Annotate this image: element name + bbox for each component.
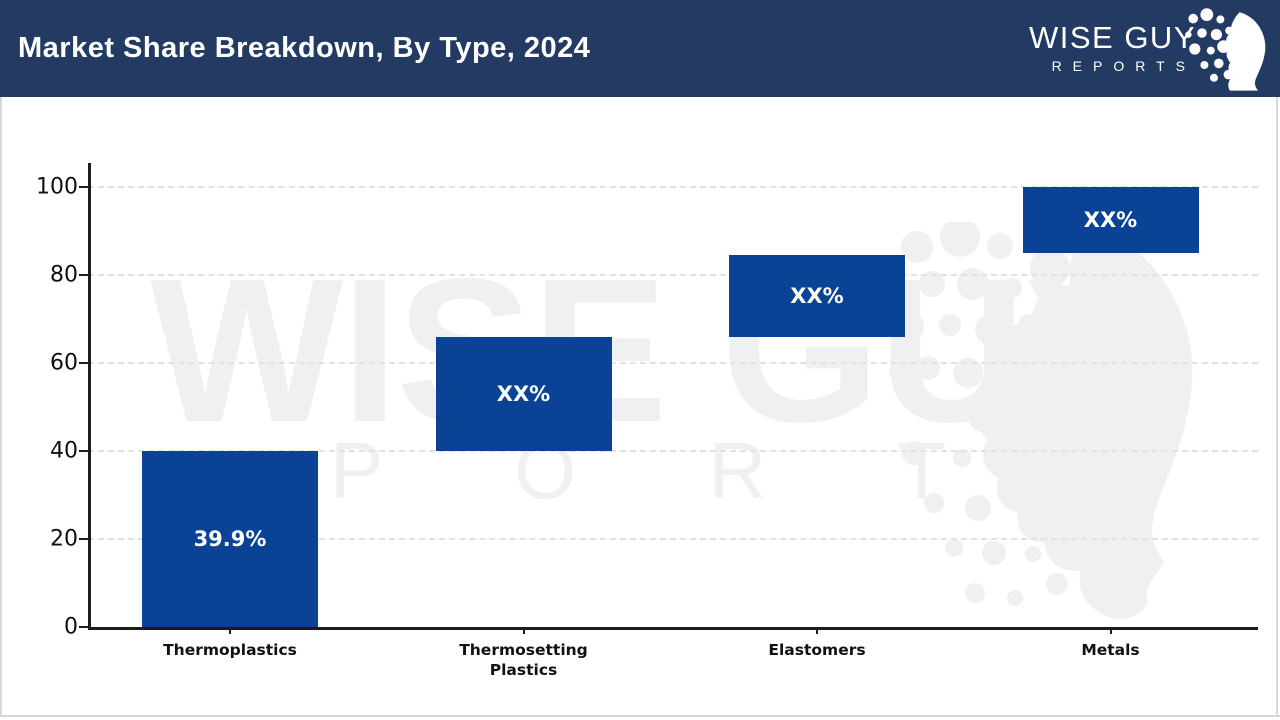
y-tick-mark-0 [79,626,88,628]
brand-logo: WISE GUY REPORTS [1029,0,1270,97]
gridline-60 [88,362,1258,364]
frame-border-right [1276,97,1278,717]
bar-value-label-metals: XX% [1083,208,1138,232]
category-label-metals: Metals [1081,641,1140,659]
page-title: Market Share Breakdown, By Type, 2024 [18,32,591,64]
bar-thermoplastics: 39.9% [142,451,318,627]
gridline-40 [88,450,1258,452]
y-tick-label-0: 0 [64,614,78,640]
brand-dotted-head-icon [1185,7,1266,91]
category-label-thermoplastics: Thermoplastics [163,641,297,659]
header-bar: Market Share Breakdown, By Type, 2024 WI… [0,0,1280,97]
x-tick-mark-thermosetting-plastics [522,627,525,634]
y-tick-mark-60 [79,362,88,364]
brand-logo-text: WISE GUY REPORTS [1028,19,1196,76]
y-tick-mark-100 [79,186,88,188]
gridline-20 [88,538,1258,540]
frame-border-bottom [0,715,1280,717]
category-label-elastomers: Elastomers [768,641,866,659]
bar-value-label-thermoplastics: 39.9% [193,527,267,552]
y-tick-label-60: 60 [50,350,78,376]
brand-name: WISE GUY [1028,19,1196,55]
y-axis [88,163,91,627]
y-tick-mark-40 [79,450,88,452]
bar-thermosetting-plastics: XX% [435,337,612,451]
bar-value-label-elastomers: XX% [790,284,844,309]
bar-value-label-thermosetting-plastics: XX% [496,382,551,407]
x-tick-mark-elastomers [816,627,818,634]
y-tick-mark-80 [79,274,88,276]
gridline-100 [88,186,1258,188]
y-tick-label-20: 20 [50,526,78,552]
y-tick-label-80: 80 [50,262,78,288]
y-tick-label-100: 100 [36,174,78,200]
x-axis [88,627,1258,630]
y-tick-mark-20 [79,538,88,540]
bar-elastomers: XX% [729,255,905,338]
frame-border-left [0,97,2,717]
x-tick-mark-metals [1109,627,1112,634]
gridline-80 [88,274,1258,276]
brand-subname: REPORTS [1051,57,1196,74]
bar-metals: XX% [1022,187,1199,253]
y-tick-label-40: 40 [50,438,78,464]
watermark-dotted-head-icon [882,222,1193,620]
x-tick-mark-thermoplastics [229,627,231,634]
category-label-thermosetting-plastics: Thermosetting Plastics [459,641,588,679]
